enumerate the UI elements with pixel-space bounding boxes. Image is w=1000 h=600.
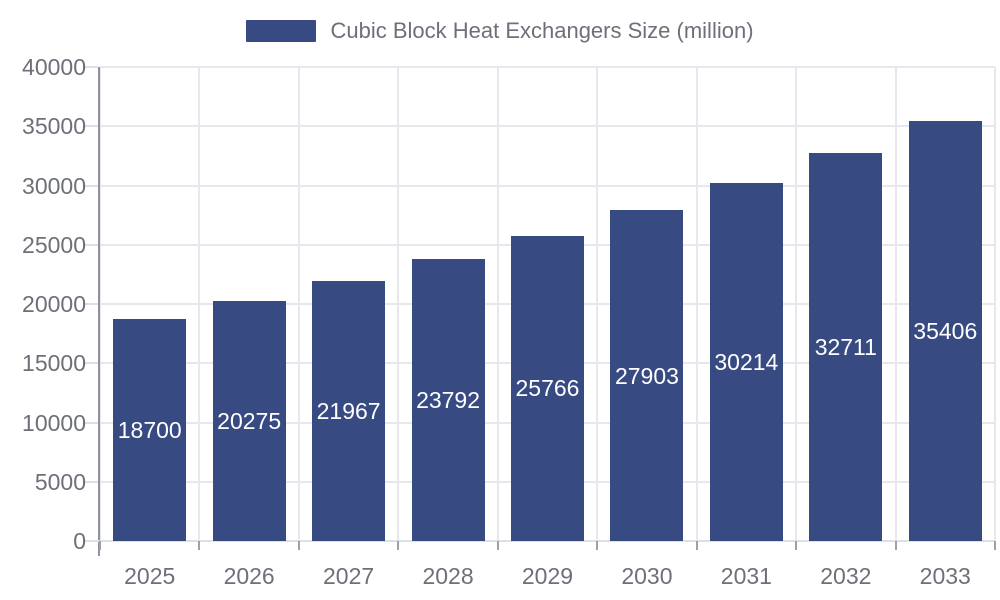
x-tick-label: 2033 xyxy=(919,563,971,589)
x-tick xyxy=(695,541,698,550)
bar-value-label: 30214 xyxy=(714,348,779,375)
y-tick xyxy=(83,480,98,483)
x-tick-label: 2030 xyxy=(621,563,673,589)
legend-item[interactable]: Cubic Block Heat Exchangers Size (millio… xyxy=(246,18,754,44)
x-tick-label: 2028 xyxy=(422,563,474,589)
legend-swatch xyxy=(246,20,317,42)
x-tick-label: 2031 xyxy=(720,563,772,589)
x-tick-label: 2026 xyxy=(223,563,275,589)
bar-2031[interactable]: 30214 xyxy=(709,182,783,541)
y-tick-label: 20000 xyxy=(22,291,86,317)
y-tick xyxy=(83,243,98,246)
bar-value-label: 25766 xyxy=(515,375,580,402)
bar-value-label: 32711 xyxy=(814,334,877,361)
x-tick xyxy=(795,541,798,550)
bar-2033[interactable]: 35406 xyxy=(908,121,982,541)
x-tick xyxy=(894,541,897,550)
y-tick xyxy=(83,421,98,424)
y-tick xyxy=(83,66,98,68)
x-tick xyxy=(994,541,996,550)
x-tick xyxy=(198,541,201,550)
v-gridline xyxy=(994,67,996,541)
legend: Cubic Block Heat Exchangers Size (millio… xyxy=(0,18,1000,44)
bar-2026[interactable]: 20275 xyxy=(212,300,286,541)
y-tick-label: 25000 xyxy=(22,231,86,258)
x-axis-line xyxy=(91,540,995,542)
bar-value-label: 21967 xyxy=(316,397,381,424)
y-tick-label: 40000 xyxy=(22,54,86,80)
bar-2029[interactable]: 25766 xyxy=(511,235,584,541)
y-tick xyxy=(83,125,98,128)
h-gridline xyxy=(100,66,995,68)
y-tick xyxy=(83,540,98,542)
x-tick-label: 2025 xyxy=(124,563,176,589)
h-gridline xyxy=(100,125,995,128)
bar-2028[interactable]: 23792 xyxy=(411,259,485,541)
bar-value-label: 23792 xyxy=(416,387,481,414)
y-tick-label: 30000 xyxy=(22,172,86,199)
bar-2025[interactable]: 18700 xyxy=(113,319,187,541)
y-tick xyxy=(83,184,98,187)
x-tick-label: 2027 xyxy=(323,563,375,589)
h-gridline xyxy=(100,184,995,187)
x-tick xyxy=(596,541,599,550)
x-tick-label: 2032 xyxy=(820,563,872,589)
x-tick xyxy=(397,541,400,550)
x-tick xyxy=(99,541,101,550)
x-tick xyxy=(297,541,300,550)
x-tick-label: 2029 xyxy=(521,563,574,589)
y-tick-label: 15000 xyxy=(22,350,86,377)
bar-value-label: 20275 xyxy=(217,407,282,434)
bar-2032[interactable]: 32711 xyxy=(809,153,883,541)
bar-value-label: 18700 xyxy=(117,417,182,444)
y-tick-label: 10000 xyxy=(22,409,86,436)
bar-2027[interactable]: 21967 xyxy=(312,280,386,541)
bar-2030[interactable]: 27903 xyxy=(610,210,684,541)
plot-area: 18700 20275 21967 23792 25766 27903 30214 32711… xyxy=(83,66,996,556)
legend-label: Cubic Block Heat Exchangers Size (millio… xyxy=(330,18,754,43)
y-axis-line xyxy=(98,67,100,556)
bar-value-label: 35406 xyxy=(913,318,978,345)
y-tick xyxy=(83,362,98,365)
y-tick-label: 5000 xyxy=(34,468,86,495)
bar-value-label: 27903 xyxy=(614,362,679,389)
y-tick-label: 0 xyxy=(73,528,86,554)
x-tick xyxy=(496,541,499,550)
y-tick xyxy=(83,303,98,305)
y-tick-label: 35000 xyxy=(22,113,86,140)
